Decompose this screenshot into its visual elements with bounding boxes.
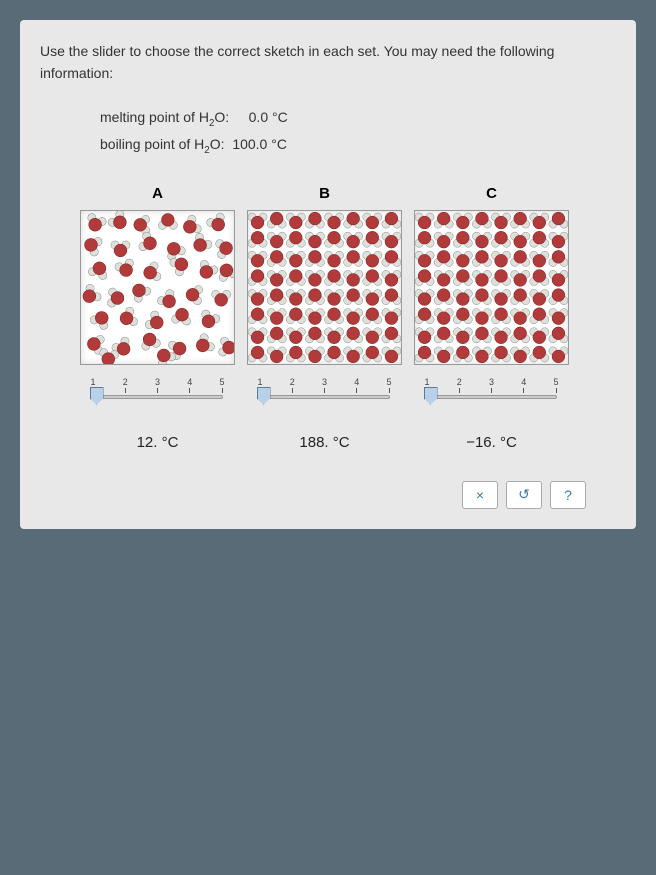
- temp-a: 12. °C: [80, 434, 235, 451]
- boiling-point-row: boiling point of H2O: 100.0 °C: [100, 132, 616, 159]
- slider-thumb-c[interactable]: [424, 387, 438, 405]
- temp-b: 188. °C: [247, 434, 402, 451]
- molecule-panel-b: [247, 210, 402, 365]
- panel-label-a: A: [80, 185, 235, 202]
- close-button[interactable]: ×: [462, 481, 498, 509]
- liquid-sketch: [81, 211, 234, 364]
- solid-sketch-c: [415, 211, 568, 364]
- slider-b[interactable]: 1 2 3 4 5: [247, 377, 402, 409]
- slider-thumb-b[interactable]: [257, 387, 271, 405]
- temperatures-row: 12. °C 188. °C −16. °C: [80, 434, 616, 451]
- instructions-text: Use the slider to choose the correct ske…: [40, 40, 616, 85]
- slider-a[interactable]: 1 2 3 4 5: [80, 377, 235, 409]
- melting-point-row: melting point of H2O: 0.0 °C: [100, 105, 616, 132]
- molecule-panels-row: [80, 210, 616, 365]
- question-container: Use the slider to choose the correct ske…: [20, 20, 636, 529]
- panel-label-c: C: [414, 185, 569, 202]
- solid-sketch-b: [248, 211, 401, 364]
- slider-c[interactable]: 1 2 3 4 5: [414, 377, 569, 409]
- help-button[interactable]: ?: [550, 481, 586, 509]
- action-buttons: × ↺ ?: [40, 481, 586, 509]
- panel-labels-row: A B C: [80, 185, 616, 202]
- slider-thumb-a[interactable]: [90, 387, 104, 405]
- sliders-row: 1 2 3 4 5 1 2 3 4: [80, 377, 616, 409]
- molecule-panel-c: [414, 210, 569, 365]
- temp-c: −16. °C: [414, 434, 569, 451]
- retry-button[interactable]: ↺: [506, 481, 542, 509]
- panel-label-b: B: [247, 185, 402, 202]
- molecule-panel-a: [80, 210, 235, 365]
